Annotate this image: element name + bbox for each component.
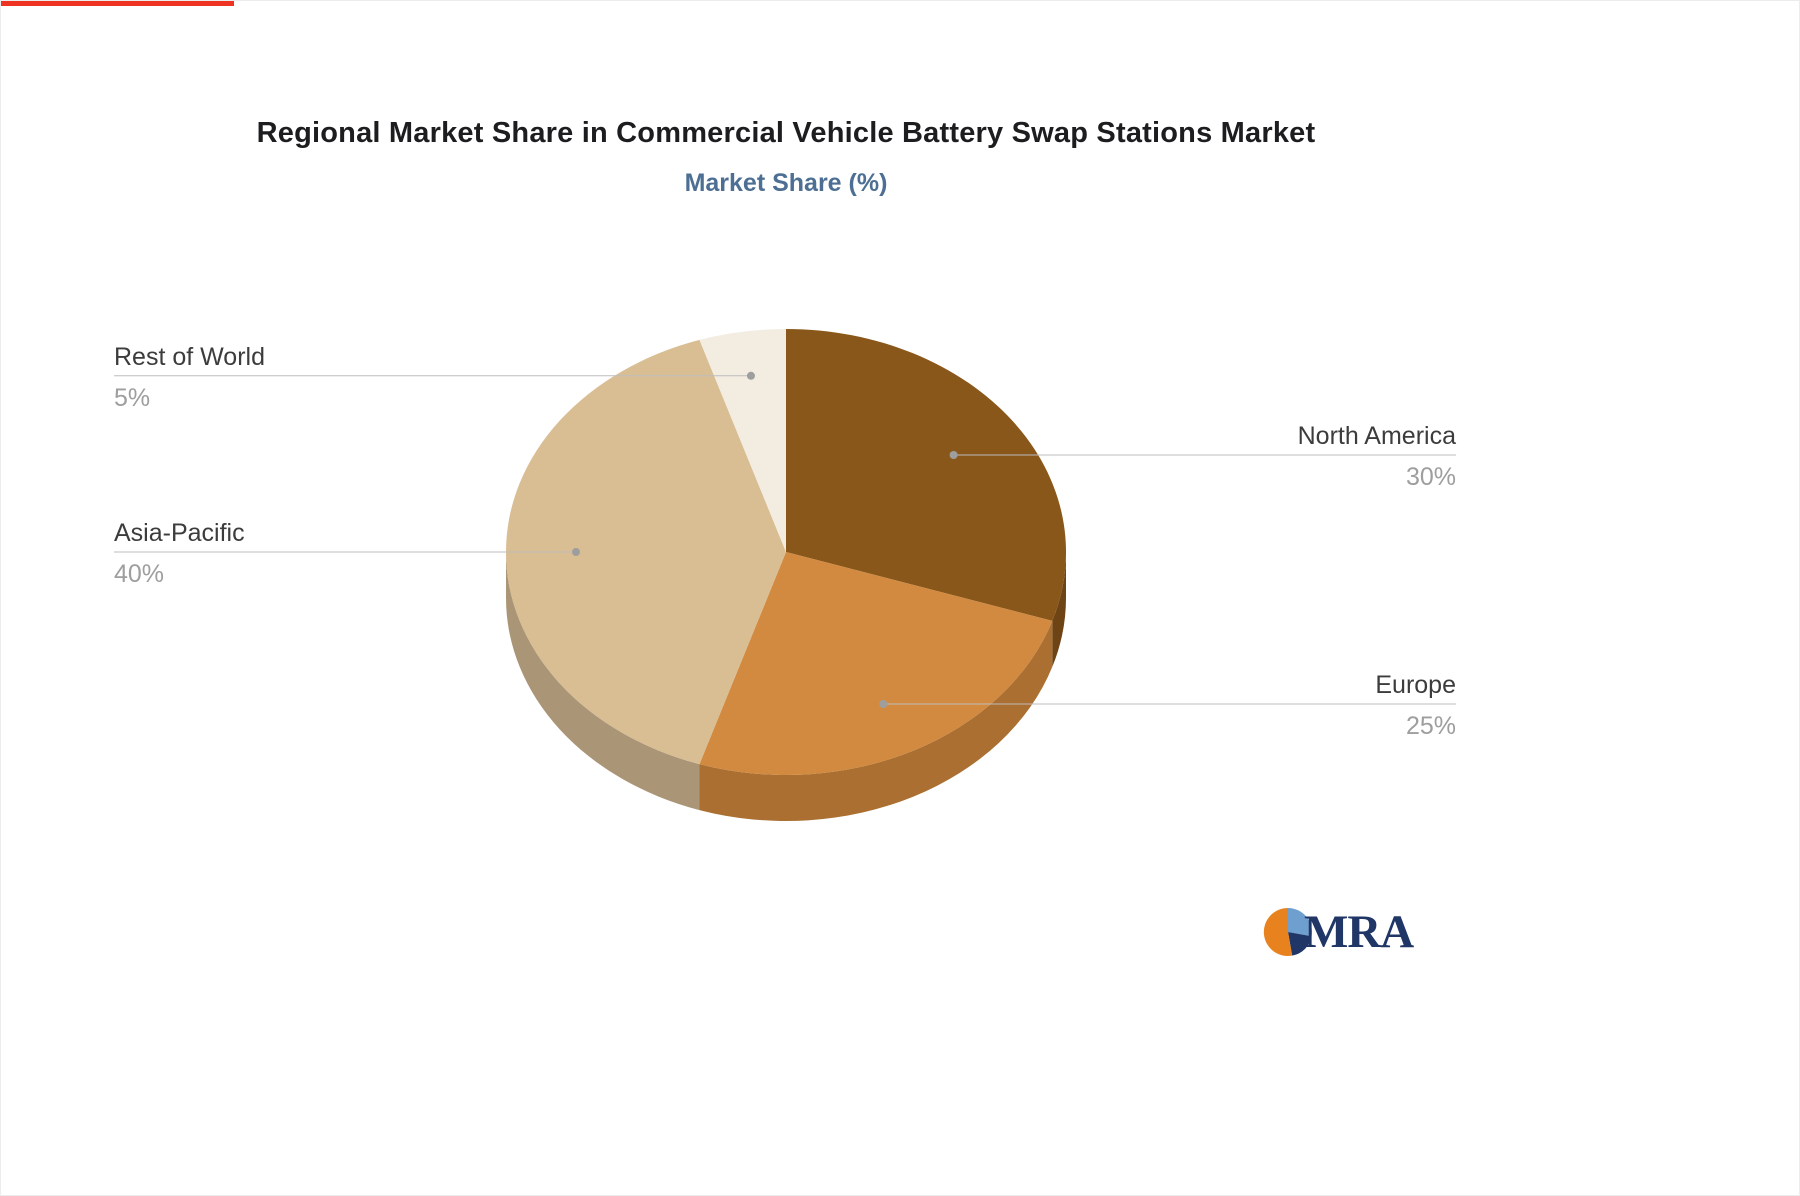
slice-value-asia-pacific: 40% — [114, 560, 164, 588]
slice-value-europe: 25% — [1406, 712, 1456, 740]
chart-title: Regional Market Share in Commercial Vehi… — [256, 117, 1316, 149]
pie-slice-rest-of-world — [699, 329, 786, 552]
slice-label-north-america: North America — [1298, 422, 1456, 450]
slice-label-rest-of-world: Rest of World — [114, 343, 265, 371]
slice-label-europe: Europe — [1375, 671, 1456, 699]
logo-wedge-blue — [1288, 908, 1312, 937]
slice-value-north-america: 30% — [1406, 463, 1456, 491]
logo-wedge-orange — [1263, 907, 1293, 956]
pie-slice-side-asia-pacific — [506, 552, 700, 811]
pie-slice-europe — [699, 552, 1053, 776]
pie-slice-side-north-america — [1052, 552, 1066, 667]
pie-slice-side-europe — [699, 620, 1053, 821]
leader-dot-north-america — [949, 451, 958, 460]
brand-logo: MRA — [1263, 905, 1414, 959]
slice-label-asia-pacific: Asia-Pacific — [114, 519, 245, 547]
brand-logo-text: MRA — [1304, 906, 1414, 958]
pie-slice-north-america — [786, 329, 1066, 621]
brand-logo-icon — [1263, 907, 1312, 956]
top-red-strip — [1, 1, 234, 6]
logo-wedge-navy — [1288, 932, 1312, 956]
leader-dot-asia-pacific — [572, 548, 580, 556]
pie-slice-asia-pacific — [505, 339, 786, 765]
slice-value-rest-of-world: 5% — [114, 384, 150, 412]
leader-dot-rest-of-world — [746, 371, 755, 380]
chart-subtitle: Market Share (%) — [684, 169, 888, 197]
leader-dot-europe — [879, 700, 888, 709]
